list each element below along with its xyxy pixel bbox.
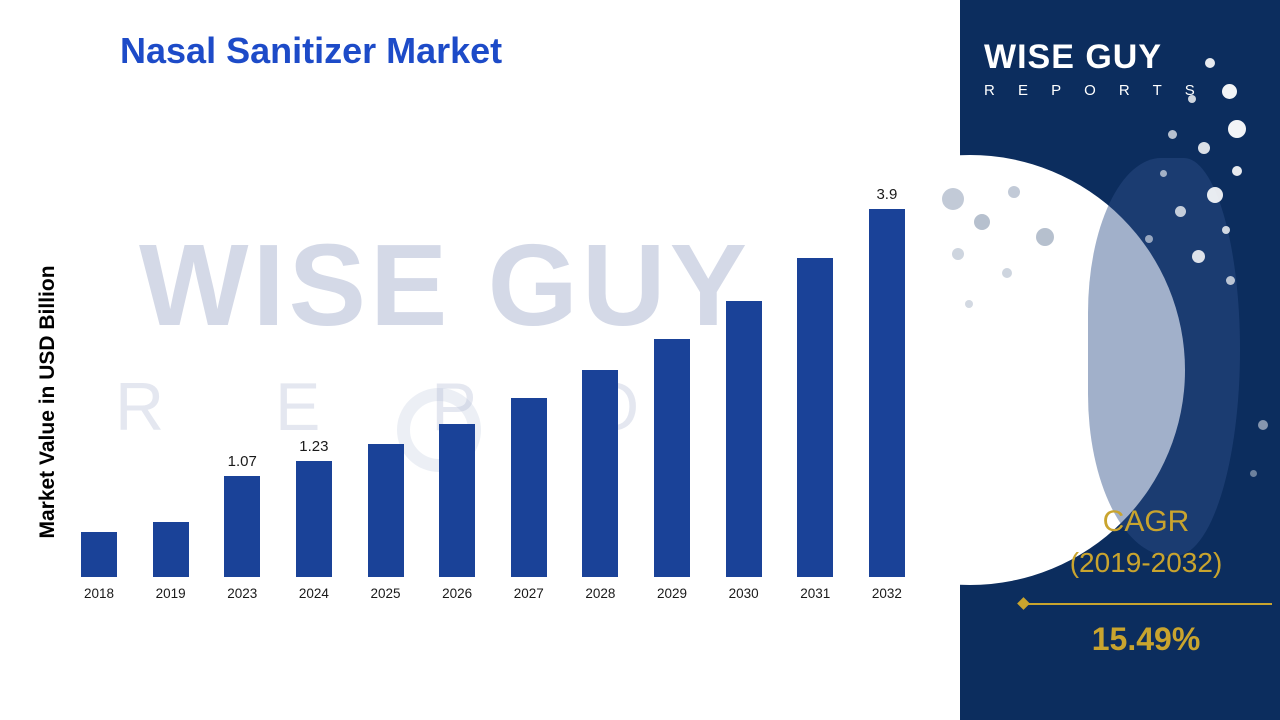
x-tick-2018: 2018 [83,586,115,601]
bar-group-2032: 3.9 2032 [866,170,908,601]
bar-group-2027: 2027 [508,170,550,601]
x-tick-2026: 2026 [442,586,473,601]
decor-dot [1228,120,1246,138]
x-tick-2023: 2023 [227,586,258,601]
decor-dot [952,248,964,260]
decor-dot [1002,268,1012,278]
decor-dot [1222,84,1237,99]
bar-value-label: 1.23 [299,438,329,455]
bar-plot: 2018 2019 1.07 2023 1.23 2024 2025 2026 2027 2028… [78,170,908,601]
decor-dot [1192,250,1205,263]
decor-dot [1222,226,1230,234]
decor-dot [974,214,990,230]
decor-dot [1160,170,1167,177]
bar-group-2018: 2018 [78,170,120,601]
bar-group-2029: 2029 [651,170,693,601]
x-tick-2028: 2028 [585,586,616,601]
bar-2030 [725,301,762,577]
x-tick-2024: 2024 [298,586,329,601]
x-tick-2019: 2019 [155,586,186,601]
bar-2028 [582,370,619,577]
decor-dot [1205,58,1215,68]
decor-dot [1232,166,1242,176]
logo-wordmark: WISE GUY [984,38,1163,76]
bar-2031 [797,258,834,577]
bar-2018 [81,532,117,577]
decor-dot [1008,186,1020,198]
bar-group-2030: 2030 [723,170,765,601]
cagr-label: CAGR [1102,505,1190,538]
decor-dot [1198,142,1210,154]
x-tick-2027: 2027 [513,586,544,601]
logo-subtext: R E P O R T S [984,82,1205,99]
decor-dot [1188,95,1196,103]
cagr-divider-line [1020,603,1272,605]
decor-dot [1036,228,1054,246]
decor-dot [1145,235,1153,243]
bar-group-2028: 2028 [579,170,621,601]
decor-dot [942,188,964,210]
bar-2025 [367,444,404,577]
x-tick-2030: 2030 [728,586,759,601]
bar-2029 [654,339,690,577]
cagr-block: CAGR (2019-2032) 15.49% [1020,505,1272,658]
cagr-range: (2019-2032) [1069,547,1223,578]
decor-dot [1207,187,1223,203]
bar-group-2024: 1.23 2024 [293,170,335,601]
decor-dot [1168,130,1177,139]
decor-dot [1175,206,1186,217]
bar-group-2026: 2026 [436,170,478,601]
bar-group-2023: 1.07 2023 [221,170,263,601]
brand-logo: WISE GUY R E P O R T S [984,38,1204,99]
x-tick-2031: 2031 [800,586,831,601]
bar-group-2025: 2025 [365,170,407,601]
bar-chart: 2018 2019 1.07 2023 1.23 2024 2025 2026 2027 2028… [78,170,908,615]
head-profile-graphic [1088,158,1240,556]
x-tick-2032: 2032 [871,586,902,601]
bar-2032 [868,209,905,577]
bar-2024 [295,461,332,577]
bar-2023 [224,476,261,577]
cagr-value: 15.49% [1091,621,1201,657]
decor-dot [1258,420,1268,430]
decor-dot [1226,276,1235,285]
bar-group-2031: 2031 [794,170,836,601]
bar-value-label: 1.07 [227,453,257,470]
x-tick-2029: 2029 [656,586,688,601]
x-tick-2025: 2025 [370,586,401,601]
decor-dot [1250,470,1257,477]
brand-panel: WISE GUY R E P O R T S CAGR (2019-2032) … [755,0,1280,720]
bar-2019 [152,522,189,577]
bar-2027 [510,398,547,577]
bar-2026 [439,424,476,577]
y-axis-label: Market Value in USD Billion [36,265,59,539]
bar-group-2019: 2019 [150,170,192,601]
page-title: Nasal Sanitizer Market [120,30,503,71]
decor-dot [965,300,973,308]
bar-value-label: 3.9 [876,186,898,203]
